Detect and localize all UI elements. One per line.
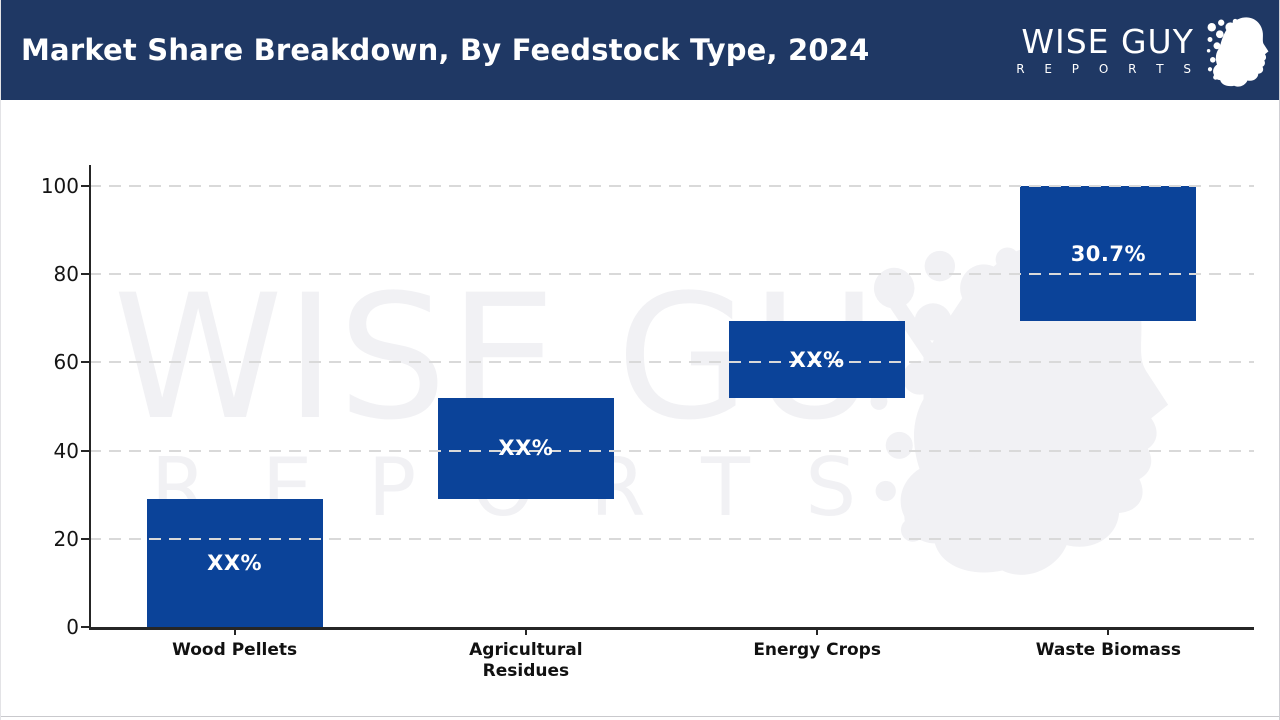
x-tick-mark: [1107, 627, 1110, 635]
y-tick-label-100: 100: [40, 174, 79, 198]
bar-agricultural-residues: [437, 397, 614, 500]
gridline-80: [89, 273, 1254, 276]
bar-energy-crops: [729, 321, 906, 398]
bar-value-label-wood-pellets: XX%: [207, 551, 263, 576]
bar-wood-pellets: [146, 499, 323, 627]
header-banner: Market Share Breakdown, By Feedstock Typ…: [1, 0, 1279, 100]
brand-logo-text: WISE GUY R E P O R T S: [1016, 25, 1199, 76]
y-tick-label-40: 40: [53, 438, 79, 463]
x-axis-line: [89, 627, 1254, 630]
brand-logo: WISE GUY R E P O R T S: [1016, 6, 1273, 94]
x-tick-mark: [524, 627, 527, 635]
x-tick-mark: [816, 627, 819, 635]
y-tick-label-80: 80: [53, 262, 79, 287]
bar-value-label-energy-crops: XX%: [789, 347, 845, 372]
bar-label-box-energy-crops: XX%: [729, 321, 905, 397]
watermark-face-icon: [870, 240, 1169, 575]
brand-subname: R E P O R T S: [1016, 61, 1199, 76]
bar-value-label-waste-biomass: 30.7%: [1070, 241, 1147, 266]
bar-value-label-agricultural-residues: XX%: [498, 436, 554, 461]
bar-label-box-wood-pellets: XX%: [147, 499, 323, 627]
brand-name: WISE GUY: [1021, 21, 1194, 61]
x-axis-label-energy-crops: Energy Crops: [753, 640, 881, 660]
bar-label-box-waste-biomass: 30.7%: [1020, 186, 1196, 321]
watermark-text-reports: R E P O R T S: [151, 441, 872, 534]
x-axis-label-waste-biomass: Waste Biomass: [1035, 640, 1181, 660]
y-tick-label-0: 0: [66, 615, 79, 639]
y-axis-line: [89, 165, 91, 630]
y-tick-label-20: 20: [53, 526, 79, 551]
y-tick-mark: [81, 273, 89, 276]
y-tick-mark: [81, 537, 89, 540]
brand-face-icon: [1206, 17, 1269, 87]
x-axis-label-wood-pellets: Wood Pellets: [172, 640, 298, 660]
y-tick-mark: [81, 626, 89, 628]
gridline-20: [89, 537, 1254, 540]
gridline-100: [89, 185, 1254, 187]
gridline-40: [89, 449, 1254, 452]
y-tick-mark: [81, 185, 89, 187]
bottom-divider: [1, 716, 1279, 717]
x-axis-label-agricultural-residues: Agricultural Residues: [469, 640, 583, 682]
bar-waste-biomass: [1020, 186, 1197, 322]
page-title: Market Share Breakdown, By Feedstock Typ…: [21, 33, 870, 67]
watermark-text-wiseguy: WISE GUY: [113, 257, 987, 458]
bar-label-box-agricultural-residues: XX%: [438, 398, 614, 499]
y-tick-label-60: 60: [53, 350, 79, 375]
x-tick-mark: [233, 627, 236, 635]
y-tick-mark: [81, 449, 89, 452]
gridline-60: [89, 361, 1254, 364]
y-tick-mark: [81, 361, 89, 364]
